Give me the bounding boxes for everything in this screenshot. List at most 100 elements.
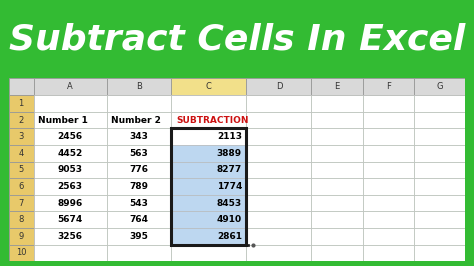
Bar [311, 145, 363, 161]
Bar [172, 95, 246, 112]
Bar [414, 228, 465, 245]
Text: 8: 8 [18, 215, 24, 224]
Bar [34, 145, 107, 161]
Bar [414, 112, 465, 128]
Bar [9, 128, 34, 145]
Bar [172, 78, 246, 95]
Bar [363, 78, 414, 95]
Bar [9, 178, 34, 195]
Bar [34, 195, 107, 211]
Text: 8453: 8453 [217, 198, 242, 207]
Text: E: E [334, 82, 340, 91]
Bar [172, 161, 246, 178]
Bar [107, 95, 172, 112]
Bar [246, 178, 311, 195]
Bar [172, 228, 246, 245]
Bar [172, 211, 246, 228]
Text: G: G [437, 82, 443, 91]
Bar [311, 128, 363, 145]
Bar [9, 245, 34, 261]
Bar [246, 161, 311, 178]
Bar [311, 95, 363, 112]
Bar [172, 245, 246, 261]
Text: 4: 4 [18, 149, 24, 158]
Bar [246, 211, 311, 228]
Bar [363, 128, 414, 145]
Text: 3889: 3889 [217, 149, 242, 158]
Bar [414, 178, 465, 195]
Bar [172, 178, 246, 195]
Text: 543: 543 [129, 198, 148, 207]
Text: 2113: 2113 [217, 132, 242, 141]
Bar [107, 228, 172, 245]
Text: 2861: 2861 [217, 232, 242, 241]
Bar [107, 112, 172, 128]
Bar [34, 161, 107, 178]
Bar [363, 112, 414, 128]
Bar [311, 112, 363, 128]
Text: 563: 563 [129, 149, 148, 158]
Text: SUBTRACTION: SUBTRACTION [176, 115, 248, 124]
Text: B: B [136, 82, 142, 91]
Bar [311, 195, 363, 211]
Bar [172, 145, 246, 161]
Bar [34, 228, 107, 245]
Text: F: F [386, 82, 391, 91]
Text: 2: 2 [18, 115, 24, 124]
Text: 343: 343 [129, 132, 148, 141]
Bar [246, 128, 311, 145]
Bar [363, 145, 414, 161]
Bar [414, 128, 465, 145]
Text: 3256: 3256 [58, 232, 82, 241]
Bar [34, 112, 107, 128]
Bar [311, 228, 363, 245]
Text: 5674: 5674 [57, 215, 83, 224]
Text: Number 2: Number 2 [111, 115, 161, 124]
Bar [172, 211, 246, 228]
Bar [246, 112, 311, 128]
Bar [9, 211, 34, 228]
Bar [34, 211, 107, 228]
Bar [34, 95, 107, 112]
Bar [107, 211, 172, 228]
Bar [34, 245, 107, 261]
Bar [9, 145, 34, 161]
Bar [9, 228, 34, 245]
Bar [172, 145, 246, 161]
Bar [172, 228, 246, 245]
Bar [107, 128, 172, 145]
Bar [172, 195, 246, 211]
Bar [107, 195, 172, 211]
Text: 8996: 8996 [57, 198, 83, 207]
Bar [414, 245, 465, 261]
Text: 7: 7 [18, 198, 24, 207]
Bar [107, 145, 172, 161]
Bar [311, 178, 363, 195]
Bar [246, 245, 311, 261]
Text: 776: 776 [129, 165, 148, 174]
Text: 1774: 1774 [217, 182, 242, 191]
Text: 5: 5 [18, 165, 24, 174]
Text: 10: 10 [16, 248, 27, 257]
Bar [172, 161, 246, 178]
Text: 9053: 9053 [58, 165, 82, 174]
Bar [414, 78, 465, 95]
Text: C: C [206, 82, 212, 91]
Bar [414, 211, 465, 228]
Text: 6: 6 [18, 182, 24, 191]
Bar [107, 78, 172, 95]
Bar [363, 211, 414, 228]
Bar [172, 178, 246, 195]
Bar [107, 245, 172, 261]
Bar [363, 245, 414, 261]
Text: 9: 9 [18, 232, 24, 241]
Bar [172, 128, 246, 145]
Text: 4910: 4910 [217, 215, 242, 224]
Bar [311, 211, 363, 228]
Bar [34, 178, 107, 195]
Bar [311, 245, 363, 261]
Text: 8277: 8277 [217, 165, 242, 174]
Bar [414, 161, 465, 178]
Text: 1: 1 [18, 99, 24, 108]
Bar [107, 178, 172, 195]
